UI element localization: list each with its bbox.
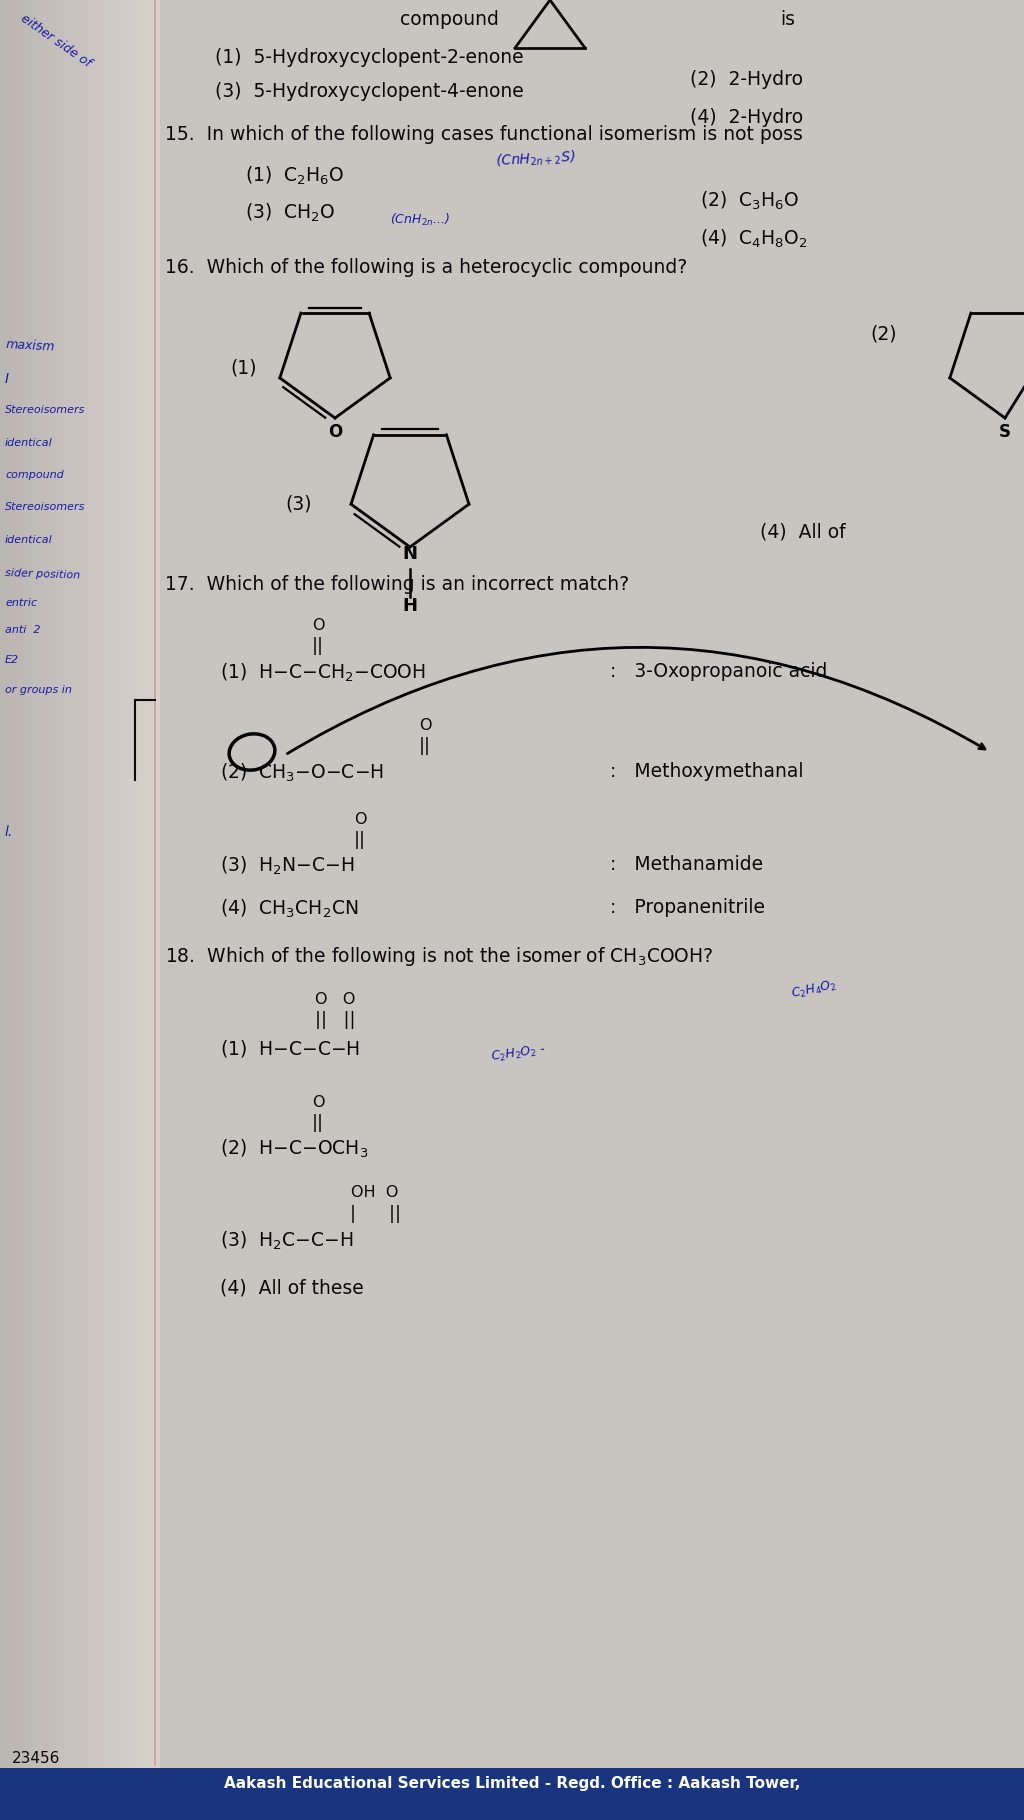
Bar [96,0,104,1820]
Bar [80,0,88,1820]
Text: :   Propanenitrile: : Propanenitrile [610,897,765,917]
Bar [144,0,152,1820]
Text: 16.  Which of the following is a heterocyclic compound?: 16. Which of the following is a heterocy… [165,258,687,277]
Text: (3)  CH$_2$O: (3) CH$_2$O [245,202,336,224]
Text: Stereoisomers: Stereoisomers [5,502,85,511]
Text: (4)  2-Hydro: (4) 2-Hydro [690,107,803,127]
Bar [72,0,80,1820]
Text: 15.  In which of the following cases functional isomerism is not poss: 15. In which of the following cases func… [165,126,803,144]
Text: OH  O: OH O [351,1185,398,1199]
Text: anti  2: anti 2 [5,624,41,635]
Text: ||: || [312,637,324,655]
Bar [152,0,160,1820]
Text: N: N [402,544,418,562]
Text: l.: l. [5,824,13,839]
Bar [48,0,56,1820]
Text: either side of: either side of [18,13,93,69]
Text: :   3-Oxopropanoic acid: : 3-Oxopropanoic acid [610,662,827,681]
Text: (2)  H$-$C$-$OCH$_3$: (2) H$-$C$-$OCH$_3$ [220,1138,369,1161]
Text: E2: E2 [5,655,19,664]
Text: :   Methoxymethanal: : Methoxymethanal [610,763,804,781]
Text: is: is [780,9,795,29]
Text: O   O: O O [314,992,355,1006]
Bar [0,0,8,1820]
Text: Aakash Educational Services Limited - Regd. Office : Aakash Tower,: Aakash Educational Services Limited - Re… [224,1776,800,1791]
Text: 18.  Which of the following is not the isomer of CH$_3$COOH?: 18. Which of the following is not the is… [165,945,714,968]
Text: (4)  All of: (4) All of [760,522,846,541]
Text: or groups in: or groups in [5,684,72,695]
Bar [16,0,24,1820]
Bar [104,0,112,1820]
Text: identical: identical [5,439,53,448]
Bar [128,0,136,1820]
Text: 17.  Which of the following is an incorrect match?: 17. Which of the following is an incorre… [165,575,629,593]
Bar [40,0,48,1820]
Text: ||: || [354,832,366,848]
Text: (1): (1) [230,359,256,377]
Text: (1)  H$-$C$-$CH$_2$$-$COOH: (1) H$-$C$-$CH$_2$$-$COOH [220,662,426,684]
Text: identical: identical [5,535,53,544]
Text: (4)  CH$_3$CH$_2$CN: (4) CH$_3$CH$_2$CN [220,897,358,921]
Bar [136,0,144,1820]
Text: (CnH$_{2n}$...): (CnH$_{2n}$...) [390,211,450,228]
Text: (3): (3) [285,495,311,513]
Text: $C_2H_2O_2$ -: $C_2H_2O_2$ - [490,1043,547,1065]
Text: O: O [311,1096,325,1110]
Bar [32,0,40,1820]
Text: (3)  5-Hydroxycyclopent-4-enone: (3) 5-Hydroxycyclopent-4-enone [215,82,523,100]
Text: (1)  C$_2$H$_6$O: (1) C$_2$H$_6$O [245,166,344,187]
Text: (2)  CH$_3$$-$O$-$C$-$H: (2) CH$_3$$-$O$-$C$-$H [220,763,384,784]
Text: Stereoisomers: Stereoisomers [5,406,85,415]
Text: (3)  H$_2$N$-$C$-$H: (3) H$_2$N$-$C$-$H [220,855,354,877]
Text: compound: compound [400,9,499,29]
Bar [63,0,72,1820]
Text: (2): (2) [870,326,896,344]
Text: compound: compound [5,470,63,480]
Bar [56,0,63,1820]
Text: entric: entric [5,599,37,608]
Text: maxism: maxism [5,339,55,353]
Bar [120,0,128,1820]
Text: sider position: sider position [5,568,80,581]
Text: O: O [311,619,325,633]
Text: (2)  C$_3$H$_6$O: (2) C$_3$H$_6$O [700,189,800,213]
Bar [8,0,16,1820]
Text: H: H [402,597,418,615]
Bar [88,0,96,1820]
Text: (3)  H$_2$C$-$C$-$H: (3) H$_2$C$-$C$-$H [220,1230,353,1252]
Bar [112,0,120,1820]
Text: O: O [353,812,367,826]
Text: (4)  C$_4$H$_8$O$_2$: (4) C$_4$H$_8$O$_2$ [700,228,808,251]
Text: (1)  H$-$C$-$C$-$H: (1) H$-$C$-$C$-$H [220,1037,360,1059]
Text: (CnH$_{2n+2}$S): (CnH$_{2n+2}$S) [495,147,575,169]
Text: :   Methanamide: : Methanamide [610,855,763,874]
Bar [0,1767,1024,1820]
Text: 23456: 23456 [12,1751,60,1765]
Text: ||: || [419,737,431,755]
Text: ||   ||: || || [314,1010,355,1028]
Text: (1)  5-Hydroxycyclopent-2-enone: (1) 5-Hydroxycyclopent-2-enone [215,47,523,67]
Text: I: I [5,371,9,386]
Text: (4)  All of these: (4) All of these [220,1278,364,1298]
Text: O: O [419,719,431,733]
Text: O: O [328,422,342,440]
Text: $C_2H_4O_2$: $C_2H_4O_2$ [790,977,839,1003]
Text: (2)  2-Hydro: (2) 2-Hydro [690,69,803,89]
Bar [24,0,32,1820]
Text: |      ||: | || [349,1205,400,1223]
Text: ||: || [312,1114,324,1132]
Text: S: S [999,422,1011,440]
